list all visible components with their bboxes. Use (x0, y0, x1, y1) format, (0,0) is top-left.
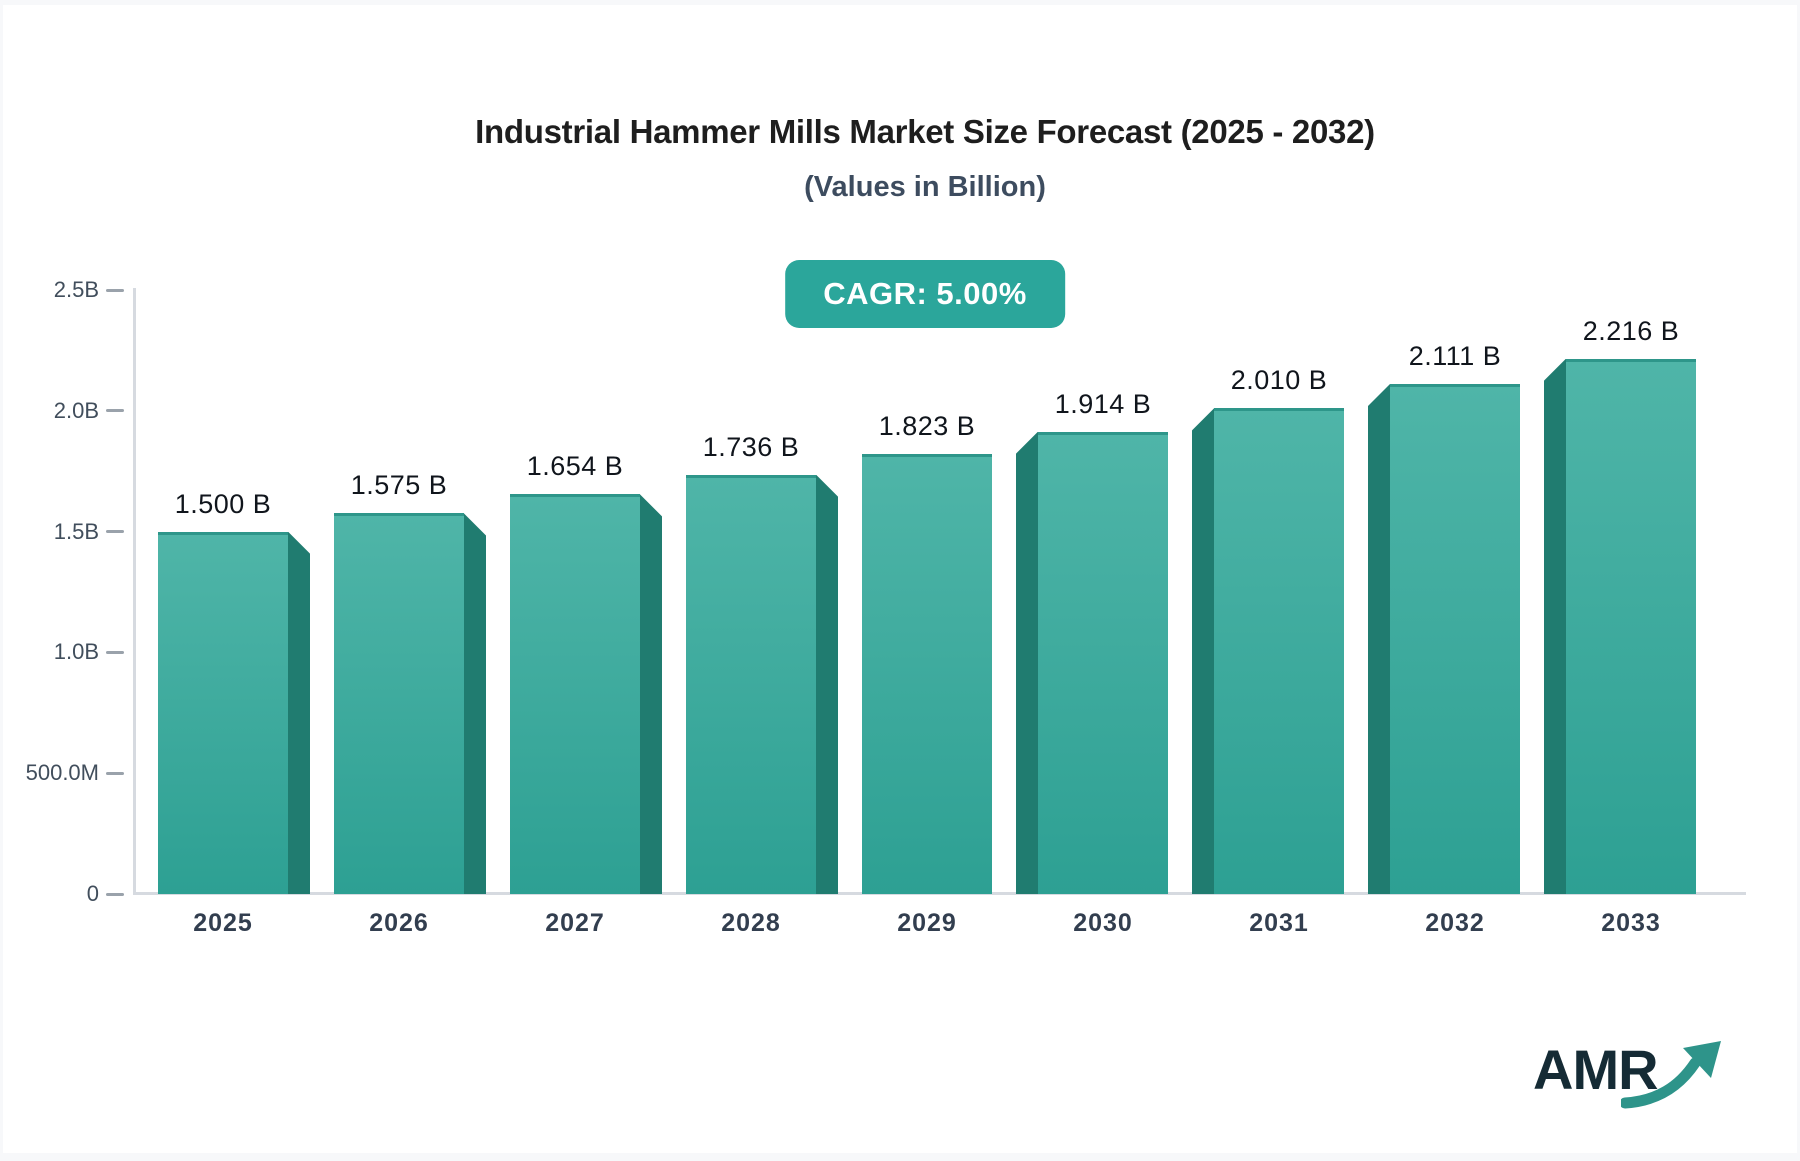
y-tick-label: 1.5B (53, 518, 99, 544)
bar-value-label: 2.111 B (1408, 340, 1502, 371)
y-tick-label: 2.0B (53, 397, 99, 423)
bar-2030 (1038, 431, 1168, 894)
bar-2028 (686, 474, 816, 894)
x-axis-label-2033: 2033 (1601, 909, 1661, 937)
bar-value-label: 1.914 B (1054, 388, 1152, 419)
bar-value-label: 1.736 B (702, 431, 800, 462)
bar-value-label: 1.823 B (878, 410, 976, 441)
bar-side-face (288, 531, 310, 894)
bar-chart-plot: 0 500.0M 1.0B 1.5B 2.0B 2.5B 1.500 B 1.575 B 1.… (3, 5, 1800, 1161)
bar-2026 (334, 513, 464, 894)
y-tick-mark (106, 771, 124, 775)
bar-value-label: 2.010 B (1230, 365, 1328, 396)
bar-side-face (816, 474, 838, 894)
bar-2031 (1214, 408, 1344, 894)
amr-logo: AMR (1533, 1037, 1733, 1117)
x-axis-label-2032: 2032 (1425, 909, 1485, 937)
x-axis-label-2030: 2030 (1073, 909, 1133, 937)
y-tick-mark (106, 892, 124, 896)
bar-side-face (1016, 431, 1038, 894)
bar-side-face (1368, 383, 1390, 894)
cagr-badge: CAGR: 5.00% (785, 260, 1065, 328)
bar-side-face (464, 513, 486, 894)
bar-2032 (1390, 383, 1520, 894)
x-axis-label-2025: 2025 (193, 909, 253, 937)
y-tick-label: 1.0B (53, 639, 99, 665)
chart-title: Industrial Hammer Mills Market Size Fore… (475, 113, 1375, 150)
amr-logo-text: AMR (1533, 1038, 1659, 1101)
bar-side-face (1192, 408, 1214, 894)
y-tick-mark (106, 409, 124, 413)
x-axis-label-2031: 2031 (1249, 909, 1309, 937)
y-tick-mark (106, 650, 124, 654)
chart-subtitle: (Values in Billion) (804, 171, 1046, 203)
y-tick-label: 500.0M (25, 760, 99, 786)
x-axis-label-2029: 2029 (897, 909, 957, 937)
x-axis-label-2026: 2026 (369, 909, 429, 937)
x-axis-label-2028: 2028 (721, 909, 781, 937)
bar-value-label: 1.654 B (526, 451, 624, 482)
bar-2025 (158, 531, 288, 894)
bar-value-label: 1.575 B (350, 470, 448, 501)
y-tick-mark (106, 530, 124, 534)
logo-arrow-icon (1621, 1041, 1721, 1109)
bar-2033 (1566, 358, 1696, 894)
bar-side-face (1544, 358, 1566, 894)
y-axis-line (133, 288, 136, 894)
y-tick-mark (106, 288, 124, 292)
x-axis-label-2027: 2027 (545, 909, 605, 937)
bar-value-label: 2.216 B (1582, 315, 1680, 346)
y-tick-label: 2.5B (53, 277, 99, 302)
bar-2027 (510, 494, 640, 894)
chart-card: Industrial Hammer Mills Market Size Fore… (3, 5, 1797, 1153)
bar-value-label: 1.500 B (174, 488, 272, 519)
bar-2029 (862, 453, 992, 894)
y-tick-label: 0 (86, 881, 99, 906)
bar-side-face (640, 494, 662, 894)
